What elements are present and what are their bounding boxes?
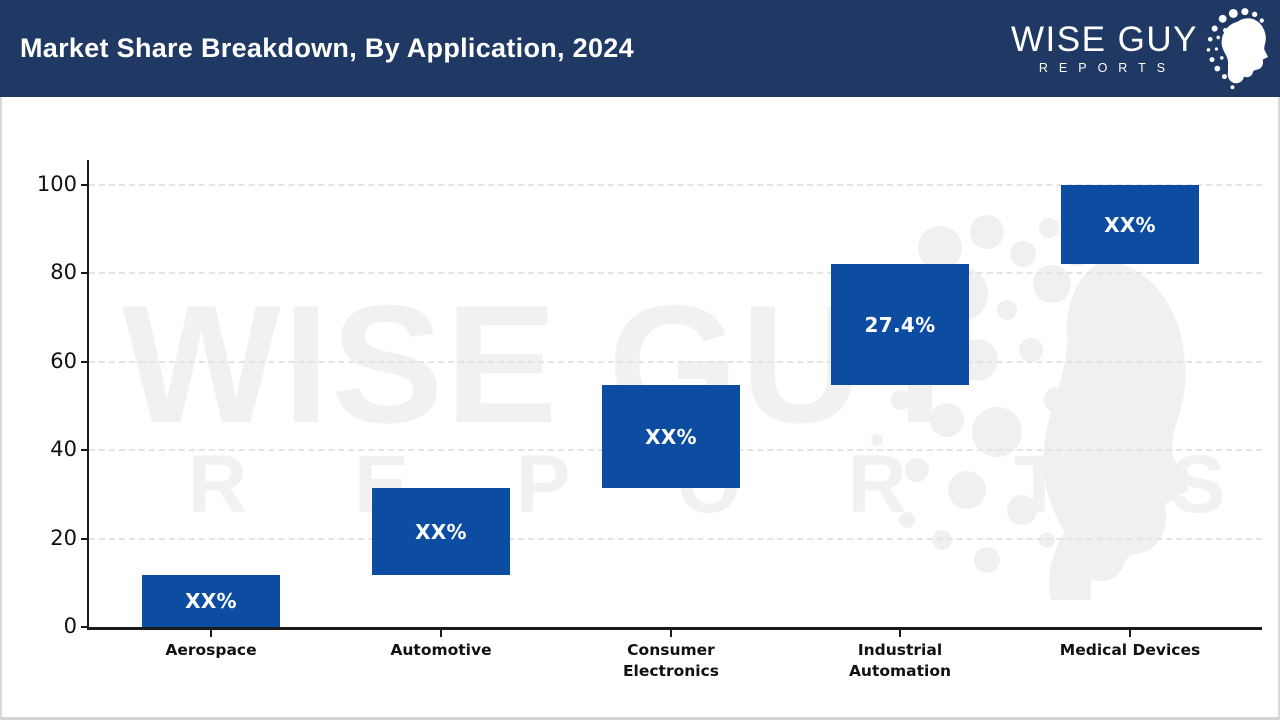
- x-axis-category-label: Medical Devices: [1040, 640, 1220, 661]
- y-axis-tick-label: 0: [63, 614, 77, 638]
- category-label-line: Electronics: [622, 662, 720, 680]
- category-label-line: Automation: [848, 662, 952, 680]
- bar-aerospace: XX%: [142, 574, 280, 627]
- bar-industrial-automation: 27.4%: [831, 264, 969, 386]
- bar-value-label: XX%: [415, 519, 467, 544]
- x-axis-category-label: Aerospace: [121, 640, 301, 661]
- bar-value-label: XX%: [1104, 212, 1156, 237]
- logo-wordmark: WISE GUY: [1010, 20, 1198, 59]
- chart-title: Market Share Breakdown, By Application, …: [20, 33, 634, 63]
- header-bar: Market Share Breakdown, By Application, …: [0, 0, 1280, 97]
- y-axis-tick-label: 60: [50, 348, 77, 373]
- bar-consumer-electronics: XX%: [602, 385, 740, 489]
- x-axis-spine: [87, 627, 1262, 630]
- x-axis-tick: [670, 630, 672, 637]
- y-axis-tick: [81, 184, 89, 186]
- y-gridline: [89, 360, 1262, 363]
- y-axis-tick: [81, 537, 89, 540]
- category-label-line: Medical Devices: [1059, 641, 1201, 659]
- y-gridline: [89, 184, 1262, 186]
- wiseguy-logo: WISE GUY REPORTS: [1011, 7, 1268, 91]
- y-axis-tick: [81, 449, 89, 452]
- x-axis-category-label: Consumer Electronics: [581, 640, 761, 682]
- category-label-line: Automotive: [390, 641, 492, 659]
- logo-subtitle: REPORTS: [1038, 61, 1177, 75]
- y-axis-tick: [81, 360, 89, 363]
- bar-value-label: XX%: [185, 588, 237, 613]
- bar-medical-devices: XX%: [1061, 185, 1199, 265]
- x-axis-tick: [210, 630, 212, 637]
- y-axis-spine: [87, 160, 89, 630]
- category-label-line: Aerospace: [165, 641, 257, 659]
- category-label-line: Consumer: [627, 641, 715, 659]
- x-axis-tick: [1129, 630, 1131, 637]
- y-axis-tick-label: 100: [36, 172, 77, 196]
- dotted-face-logo-icon: [1206, 7, 1268, 89]
- y-axis-tick: [81, 626, 89, 628]
- y-axis-tick: [81, 272, 89, 275]
- x-axis-tick: [440, 630, 442, 637]
- logo-text: WISE GUY REPORTS: [1010, 20, 1198, 76]
- x-axis-category-label: Industrial Automation: [810, 640, 990, 682]
- y-gridline: [89, 537, 1262, 540]
- x-axis-tick: [899, 630, 901, 637]
- x-axis-category-label: Automotive: [351, 640, 531, 661]
- y-axis-tick-label: 80: [50, 260, 77, 285]
- y-axis-tick-label: 20: [50, 525, 77, 550]
- bar-automotive: XX%: [372, 488, 510, 575]
- bar-value-label: XX%: [645, 424, 697, 449]
- bar-value-label: 27.4%: [864, 312, 936, 337]
- category-label-line: Industrial: [857, 641, 943, 659]
- y-gridline: [89, 272, 1262, 275]
- y-axis-tick-label: 40: [50, 437, 77, 462]
